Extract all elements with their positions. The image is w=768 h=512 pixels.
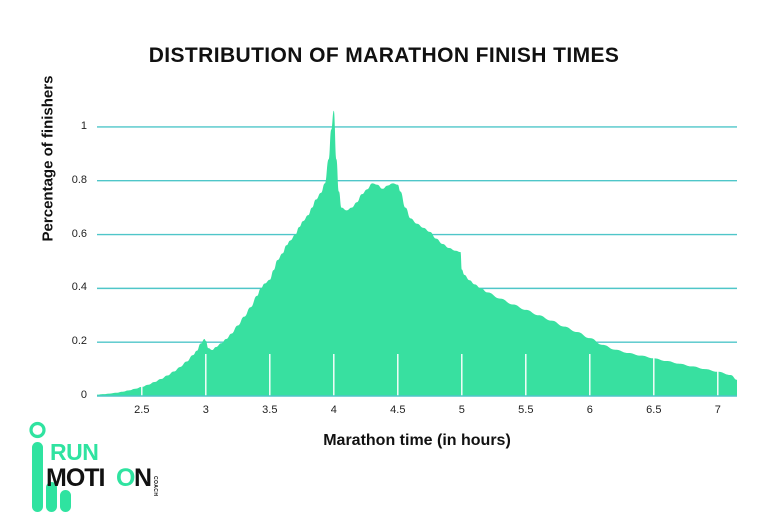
logo-coach-text: COACH [152,476,158,496]
x-tick-label: 3.5 [262,404,278,416]
x-tick-label: 4 [330,404,337,416]
x-tick-label: 4.5 [390,404,406,416]
x-tick-label: 5.5 [518,404,534,416]
logo-runner-bars [29,421,71,512]
y-tick-label: 0.6 [71,227,87,240]
x-tick-label: 5 [458,404,465,416]
area-series [97,110,737,396]
y-tick-label: 0.8 [71,173,87,186]
logo-head-icon [29,421,46,439]
logo-bar [60,490,71,512]
x-tick-marks [141,354,719,396]
x-axis-title: Marathon time (in hours) [323,432,511,449]
y-tick-label: 0.2 [71,335,87,348]
logo-mark: RUN MOTI O N COACH [29,421,158,512]
y-tick-label: 0 [80,389,87,401]
x-tick-label: 6.5 [646,404,662,416]
logo-motion-o-text: O [116,464,135,492]
x-tick-label: 3 [202,404,209,416]
y-tick-label: 0.4 [71,281,87,294]
x-tick-label: 6 [586,404,593,416]
chart-title: DISTRIBUTION OF MARATHON FINISH TIMES [148,44,620,67]
logo-bar [46,482,57,512]
logo-bar [32,442,43,512]
logo-motion-suffix-text: N [134,464,151,492]
y-tick-label: 1 [80,119,87,132]
x-tick-label: 2.5 [134,404,150,416]
x-tick-label: 7 [714,404,721,416]
area-fill [97,110,737,396]
logo-motion-prefix-text: MOTI [46,464,105,492]
logo-run-text: RUN [50,439,98,465]
runmotion-coach-logo: RUN MOTI O N COACH [14,420,174,512]
